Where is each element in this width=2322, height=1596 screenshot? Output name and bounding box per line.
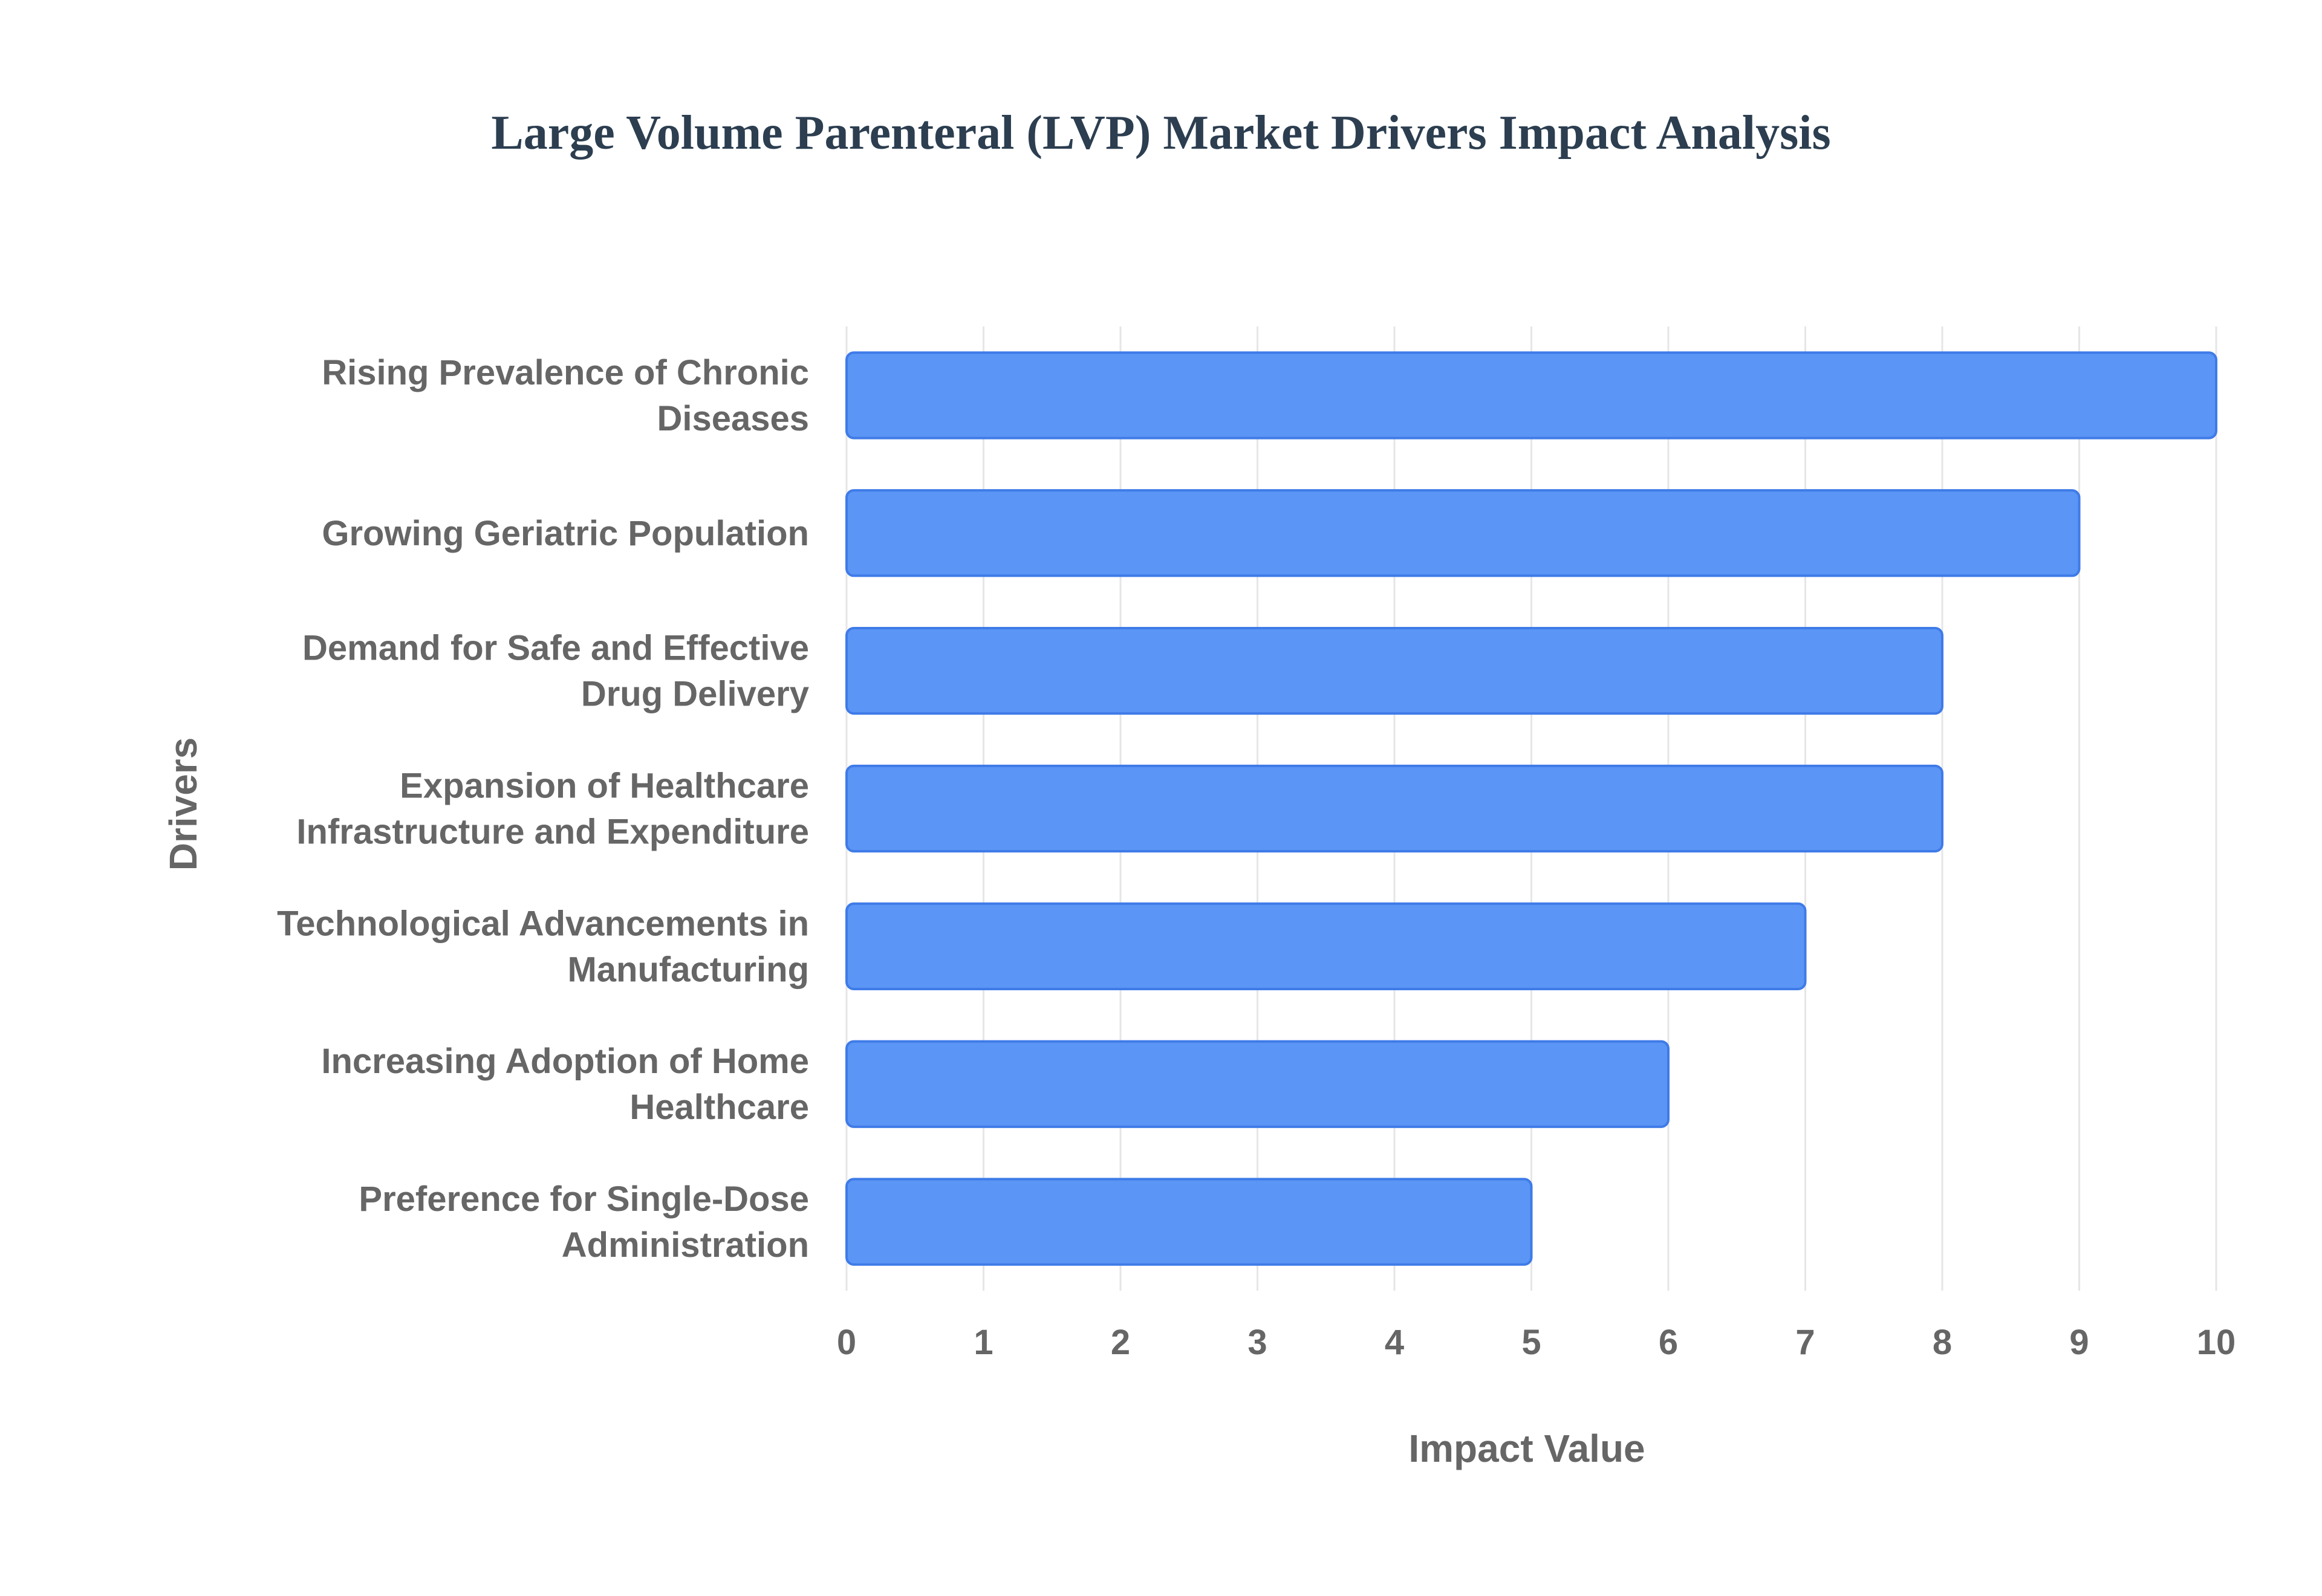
category-label-line: Administration — [562, 1225, 809, 1265]
x-tick-label: 3 — [1247, 1323, 1267, 1362]
category-label-line: Technological Advancements in — [277, 904, 809, 943]
category-label-line: Growing Geriatric Population — [322, 514, 809, 553]
x-tick-label: 0 — [837, 1323, 856, 1362]
x-axis-ticks: 0 1 2 3 4 5 6 7 8 9 10 — [837, 1323, 2236, 1362]
bar — [845, 489, 2081, 577]
x-tick-label: 8 — [1933, 1323, 1952, 1362]
bar — [845, 1178, 1533, 1266]
bar — [845, 627, 1943, 715]
chart-title: Large Volume Parenteral (LVP) Market Dri… — [491, 106, 1831, 160]
category-label-line: Manufacturing — [567, 950, 809, 989]
category-label: Increasing Adoption of Home Healthcare — [321, 1042, 809, 1127]
category-label: Growing Geriatric Population — [322, 514, 809, 553]
category-label: Technological Advancements in Manufacturi… — [277, 904, 809, 989]
bar — [845, 351, 2217, 440]
category-label-line: Diseases — [657, 399, 809, 438]
x-tick-label: 9 — [2069, 1323, 2089, 1362]
category-label-line: Healthcare — [629, 1088, 809, 1127]
x-tick-label: 4 — [1385, 1323, 1404, 1362]
x-tick-label: 5 — [1521, 1323, 1541, 1362]
x-tick-label: 7 — [1795, 1323, 1815, 1362]
category-label-line: Increasing Adoption of Home — [321, 1042, 809, 1081]
category-label-line: Drug Delivery — [581, 675, 809, 714]
category-label-line: Infrastructure and Expenditure — [296, 813, 809, 852]
bar — [845, 764, 1943, 853]
category-label: Demand for Safe and Effective Drug Delive… — [302, 629, 809, 714]
x-tick-label: 10 — [2197, 1323, 2236, 1362]
x-tick-label: 2 — [1111, 1323, 1130, 1362]
category-label: Preference for Single-Dose Administration — [359, 1179, 809, 1265]
x-axis-title: Impact Value — [1408, 1427, 1645, 1470]
y-axis-title: Drivers — [161, 738, 205, 871]
bars — [845, 351, 2217, 1266]
category-label-line: Demand for Safe and Effective — [302, 629, 809, 668]
bar — [845, 902, 1807, 990]
category-label-line: Rising Prevalence of Chronic — [322, 353, 809, 392]
x-tick-label: 6 — [1659, 1323, 1678, 1362]
y-axis-categories: Rising Prevalence of Chronic Diseases Grow… — [277, 353, 809, 1265]
category-label-line: Expansion of Healthcare — [400, 767, 809, 806]
category-label: Rising Prevalence of Chronic Diseases — [322, 353, 809, 438]
category-label: Expansion of Healthcare Infrastructure an… — [296, 767, 809, 852]
x-tick-label: 1 — [974, 1323, 993, 1362]
bar — [845, 1040, 1670, 1128]
category-label-line: Preference for Single-Dose — [359, 1179, 809, 1219]
